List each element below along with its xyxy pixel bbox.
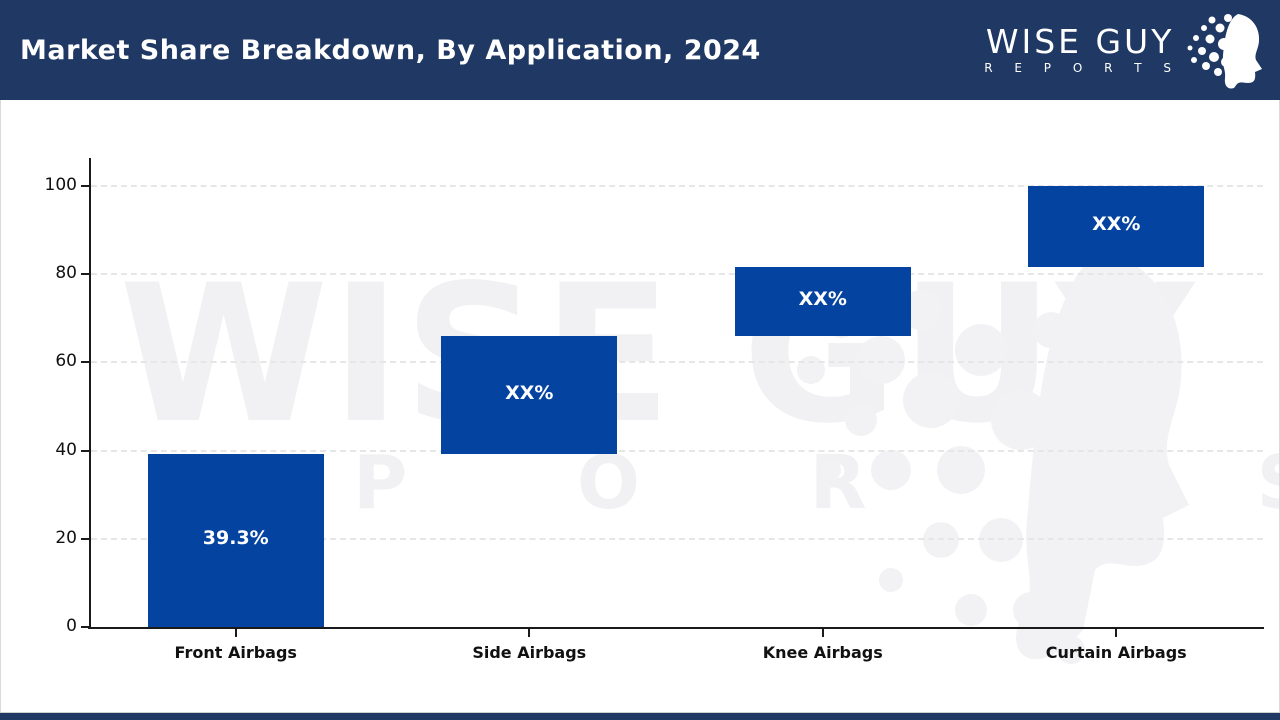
x-axis-label-0: Front Airbags	[174, 643, 297, 662]
y-tick-label-20: 20	[55, 527, 77, 548]
bar-3	[1028, 186, 1205, 267]
gridline-y20	[91, 537, 1263, 540]
gridline-y60	[91, 361, 1263, 364]
brand-logo-text: WISE GUY R E P O R T S	[980, 21, 1180, 76]
x-axis-line	[88, 627, 1264, 629]
x-axis-label-2: Knee Airbags	[762, 643, 883, 662]
y-tick-label-100: 100	[44, 175, 77, 195]
watermark-face-pattern	[797, 250, 1189, 664]
x-tick-2	[821, 629, 824, 637]
gridline-y80	[91, 273, 1263, 276]
x-axis-label-3: Curtain Airbags	[1045, 643, 1187, 662]
header-bar: Market Share Breakdown, By Application, …	[0, 0, 1280, 100]
y-tick-20	[81, 537, 89, 540]
bar-value-label-0: 39.3%	[202, 527, 269, 550]
brand-logo: WISE GUY R E P O R T S	[980, 8, 1280, 92]
brand-subtitle: R E P O R T S	[984, 61, 1180, 76]
bar-value-label-3: XX%	[1092, 213, 1141, 236]
y-tick-80	[81, 273, 89, 276]
y-axis-line	[89, 158, 91, 629]
x-tick-1	[528, 629, 531, 637]
y-tick-60	[81, 361, 89, 364]
y-tick-label-0: 0	[66, 616, 77, 636]
brand-name: WISE GUY	[985, 21, 1175, 61]
x-tick-0	[234, 629, 237, 637]
y-tick-40	[81, 449, 89, 452]
y-tick-100	[81, 185, 89, 187]
y-tick-label-40: 40	[55, 439, 77, 460]
gridline-y100	[91, 185, 1263, 187]
page-title: Market Share Breakdown, By Application, …	[20, 34, 761, 66]
face-profile-icon	[1187, 14, 1262, 89]
bar-value-label-1: XX%	[505, 381, 554, 404]
y-tick-label-80: 80	[55, 263, 77, 284]
y-tick-label-60: 60	[55, 351, 77, 372]
x-axis-label-1: Side Airbags	[472, 643, 587, 662]
footer-bar	[0, 713, 1280, 720]
y-tick-0	[81, 626, 89, 628]
gridline-y40	[91, 449, 1263, 452]
bar-0	[147, 453, 324, 627]
bar-2	[734, 266, 911, 336]
x-tick-3	[1115, 629, 1118, 637]
bar-1	[441, 335, 618, 454]
bar-value-label-2: XX%	[798, 288, 847, 311]
chart-area: WISE GUY P O R T S 0 20 40 60 80 100 39.3% Fron…	[0, 100, 1280, 713]
